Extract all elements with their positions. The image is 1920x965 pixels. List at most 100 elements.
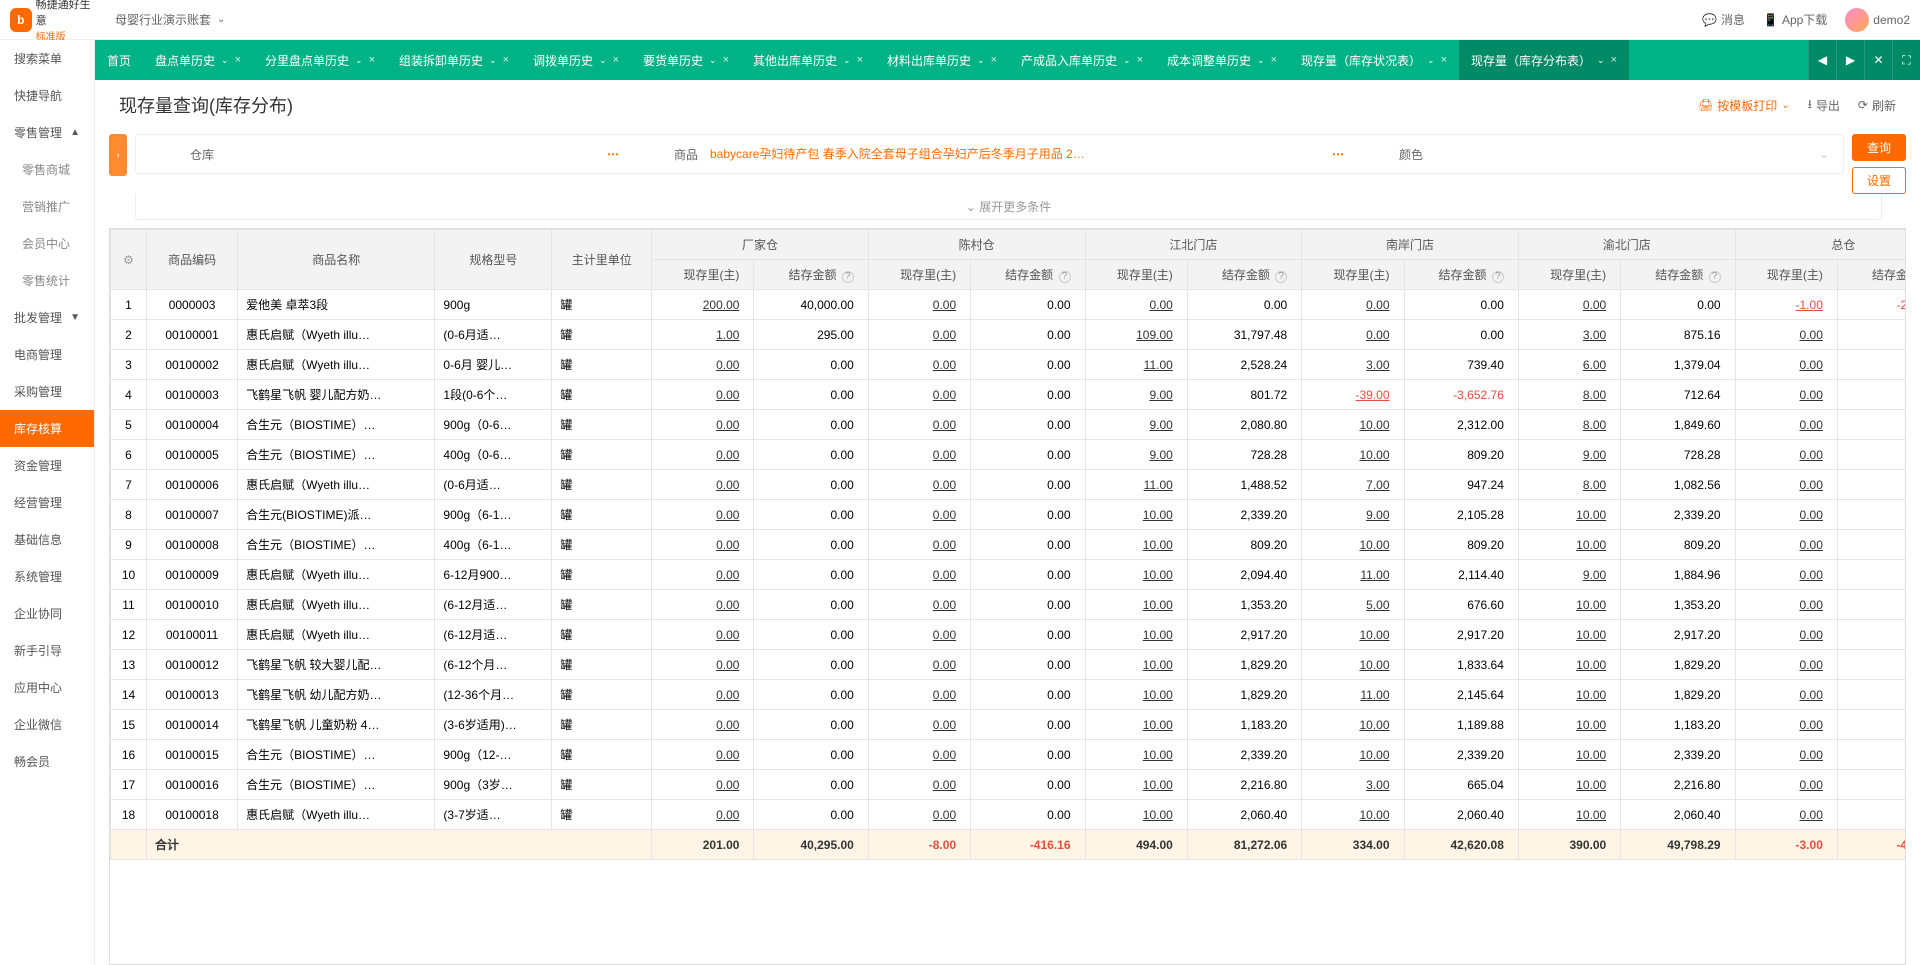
cell-qty[interactable]: 0.00: [652, 620, 754, 650]
cell-qty[interactable]: 0.00: [652, 740, 754, 770]
settings-button[interactable]: 设置: [1852, 167, 1906, 194]
cell-qty[interactable]: 9.00: [1518, 560, 1620, 590]
cell-qty[interactable]: 0.00: [868, 800, 970, 830]
sidebar-item[interactable]: 电商管理: [0, 336, 94, 373]
cell-qty[interactable]: 11.00: [1085, 350, 1187, 380]
close-icon[interactable]: ×: [1611, 54, 1617, 66]
cell-qty[interactable]: 10.00: [1085, 680, 1187, 710]
refresh-button[interactable]: ⟳ 刷新: [1858, 97, 1896, 114]
cell-qty[interactable]: 0.00: [1735, 320, 1837, 350]
export-button[interactable]: ⭳ 导出: [1808, 95, 1840, 116]
close-icon[interactable]: ×: [235, 54, 241, 66]
cell-qty[interactable]: 0.00: [652, 530, 754, 560]
cell-qty[interactable]: 10.00: [1518, 590, 1620, 620]
cell-qty[interactable]: 10.00: [1085, 710, 1187, 740]
tab[interactable]: 要货单历史⌄×: [631, 40, 741, 80]
cell-qty[interactable]: 0.00: [1735, 380, 1837, 410]
cell-qty[interactable]: 9.00: [1302, 500, 1404, 530]
sidebar-item[interactable]: 企业协同: [0, 595, 94, 632]
cell-qty[interactable]: -39.00: [1302, 380, 1404, 410]
cell-qty[interactable]: 10.00: [1518, 650, 1620, 680]
cell-qty[interactable]: 0.00: [652, 440, 754, 470]
tabs-next-button[interactable]: ▶: [1836, 40, 1864, 80]
tabs-close-all-button[interactable]: ✕: [1864, 40, 1892, 80]
sidebar-item[interactable]: 库存核算: [0, 410, 94, 447]
cell-qty[interactable]: 10.00: [1085, 740, 1187, 770]
cell-qty[interactable]: 10.00: [1518, 530, 1620, 560]
close-icon[interactable]: ×: [503, 54, 509, 66]
sidebar-item[interactable]: 企业微信: [0, 706, 94, 743]
cell-qty[interactable]: 0.00: [652, 680, 754, 710]
cell-qty[interactable]: 11.00: [1302, 560, 1404, 590]
tab[interactable]: 组装拆卸单历史⌄×: [387, 40, 521, 80]
cell-qty[interactable]: 0.00: [868, 590, 970, 620]
fullscreen-button[interactable]: ⛶: [1892, 40, 1920, 80]
cell-qty[interactable]: 7.00: [1302, 470, 1404, 500]
expand-filters-button[interactable]: ⌄ 展开更多条件: [135, 194, 1882, 220]
cell-qty[interactable]: 200.00: [652, 290, 754, 320]
cell-qty[interactable]: 10.00: [1085, 530, 1187, 560]
cell-qty[interactable]: 0.00: [652, 800, 754, 830]
cell-qty[interactable]: 9.00: [1085, 380, 1187, 410]
cell-qty[interactable]: 3.00: [1302, 350, 1404, 380]
tab[interactable]: 现存量（库存分布表）⌄×: [1459, 40, 1629, 80]
cell-qty[interactable]: 0.00: [868, 770, 970, 800]
cell-qty[interactable]: 5.00: [1302, 590, 1404, 620]
cell-qty[interactable]: 8.00: [1518, 410, 1620, 440]
cell-qty[interactable]: 0.00: [652, 350, 754, 380]
cell-qty[interactable]: 10.00: [1085, 650, 1187, 680]
cell-qty[interactable]: 0.00: [1735, 440, 1837, 470]
cell-qty[interactable]: 0.00: [652, 650, 754, 680]
logo[interactable]: b 畅捷通好生意 标准版: [10, 0, 95, 43]
sidebar-item[interactable]: 零售管理▲: [0, 114, 94, 151]
query-button[interactable]: 查询: [1852, 134, 1906, 161]
cell-qty[interactable]: 10.00: [1302, 800, 1404, 830]
help-icon[interactable]: ?: [1709, 271, 1721, 283]
cell-qty[interactable]: 6.00: [1518, 350, 1620, 380]
cell-qty[interactable]: 0.00: [1302, 290, 1404, 320]
tab[interactable]: 盘点单历史⌄×: [143, 40, 253, 80]
cell-qty[interactable]: 10.00: [1302, 710, 1404, 740]
tabs-prev-button[interactable]: ◀: [1808, 40, 1836, 80]
tab[interactable]: 其他出库单历史⌄×: [741, 40, 875, 80]
cell-qty[interactable]: 10.00: [1518, 800, 1620, 830]
cell-qty[interactable]: 0.00: [1735, 650, 1837, 680]
tab[interactable]: 分里盘点单历史⌄×: [253, 40, 387, 80]
cell-qty[interactable]: 10.00: [1085, 500, 1187, 530]
cell-qty[interactable]: 10.00: [1302, 410, 1404, 440]
sidebar-item[interactable]: 会员中心: [0, 225, 94, 262]
tab[interactable]: 首页: [95, 40, 143, 80]
account-selector[interactable]: 母婴行业演示账套 ⌄: [115, 11, 225, 28]
cell-qty[interactable]: 0.00: [1735, 470, 1837, 500]
app-download-link[interactable]: 📱 App下载: [1763, 11, 1827, 28]
cell-qty[interactable]: 0.00: [1735, 410, 1837, 440]
cell-qty[interactable]: 0.00: [1735, 710, 1837, 740]
help-icon[interactable]: ?: [1492, 271, 1504, 283]
cell-qty[interactable]: 0.00: [652, 770, 754, 800]
cell-qty[interactable]: 3.00: [1302, 770, 1404, 800]
close-icon[interactable]: ×: [857, 54, 863, 66]
cell-qty[interactable]: 0.00: [652, 590, 754, 620]
cell-qty[interactable]: 10.00: [1518, 620, 1620, 650]
cell-qty[interactable]: 0.00: [1735, 590, 1837, 620]
cell-qty[interactable]: 9.00: [1518, 440, 1620, 470]
cell-qty[interactable]: 3.00: [1518, 320, 1620, 350]
cell-qty[interactable]: 10.00: [1085, 770, 1187, 800]
cell-qty[interactable]: 8.00: [1518, 380, 1620, 410]
cell-qty[interactable]: 10.00: [1085, 560, 1187, 590]
cell-qty[interactable]: 0.00: [868, 380, 970, 410]
close-icon[interactable]: ×: [369, 54, 375, 66]
messages-link[interactable]: 💬 消息: [1702, 11, 1745, 28]
color-input[interactable]: ⌄: [1429, 143, 1835, 166]
cell-qty[interactable]: 0.00: [868, 500, 970, 530]
sidebar-item[interactable]: 资金管理: [0, 447, 94, 484]
cell-qty[interactable]: 10.00: [1302, 740, 1404, 770]
close-icon[interactable]: ×: [991, 54, 997, 66]
cell-qty[interactable]: 0.00: [1735, 680, 1837, 710]
sidebar-item[interactable]: 应用中心: [0, 669, 94, 706]
sidebar-item[interactable]: 零售统计: [0, 262, 94, 299]
help-icon[interactable]: ?: [1059, 271, 1071, 283]
cell-qty[interactable]: 0.00: [868, 440, 970, 470]
cell-qty[interactable]: 0.00: [868, 740, 970, 770]
cell-qty[interactable]: 0.00: [868, 560, 970, 590]
